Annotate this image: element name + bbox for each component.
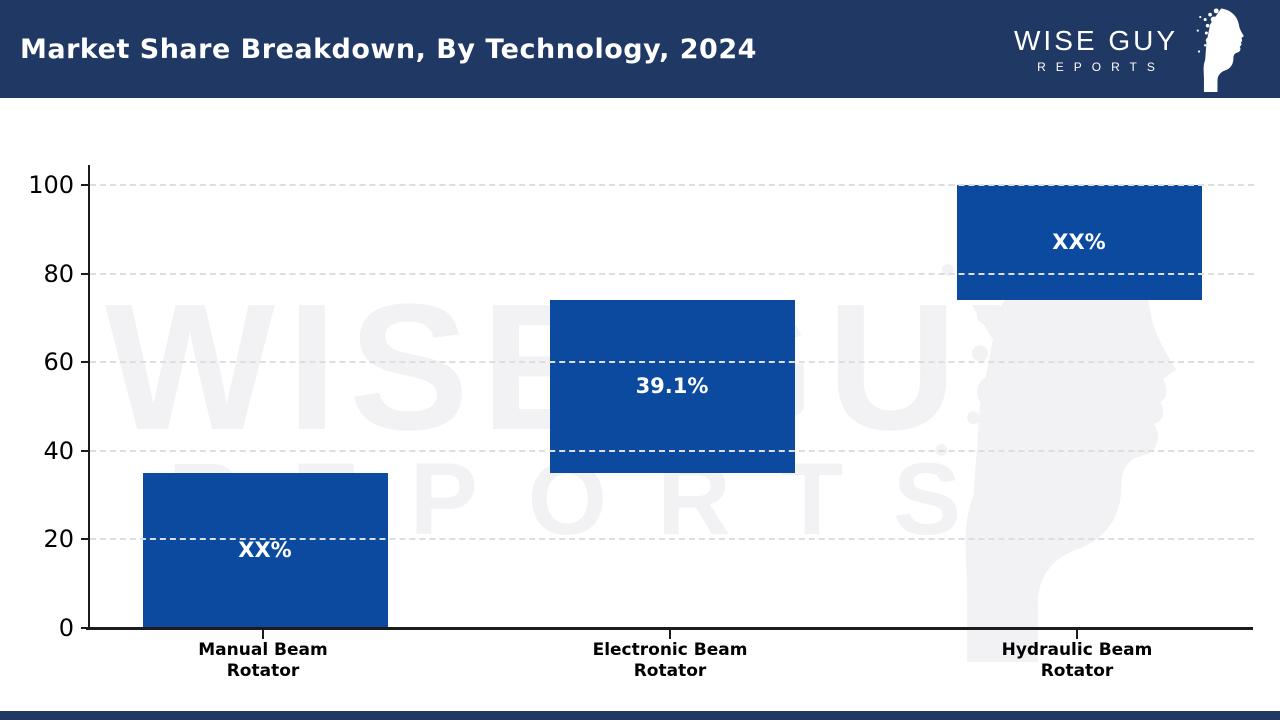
y-tick-mark-40: [81, 449, 89, 452]
y-tick-label-80: 80: [43, 259, 74, 288]
header-bar: Market Share Breakdown, By Technology, 2…: [0, 0, 1280, 98]
footer-bar: [0, 711, 1280, 720]
gridline-100: [90, 183, 1254, 186]
logo-text: WISE GUY REPORTS: [1014, 25, 1178, 74]
x-category-label-line: Rotator: [226, 661, 300, 681]
y-tick-mark-80: [81, 272, 89, 275]
x-category-label-line: Electronic Beam: [592, 640, 748, 660]
wise-guy-reports-logo: WISE GUY REPORTS: [1014, 6, 1254, 92]
bar-value-label: 39.1%: [635, 374, 709, 399]
gridline-20: [90, 538, 1254, 541]
page-title: Market Share Breakdown, By Technology, 2…: [20, 33, 757, 65]
bar-manual-beam-rotator: XX%: [142, 472, 388, 628]
x-category-label-2: Hydraulic Beam Rotator: [917, 640, 1237, 682]
y-tick-mark-60: [81, 361, 89, 364]
gridline-40: [90, 449, 1254, 452]
y-tick-label-20: 20: [43, 525, 74, 554]
x-category-label-0: Manual Beam Rotator: [103, 640, 423, 682]
gridline-80: [90, 272, 1254, 275]
logo-reports-text: REPORTS: [1037, 59, 1165, 74]
x-category-label-line: Rotator: [1040, 661, 1114, 681]
bar-hydraulic-beam-rotator: XX%: [956, 184, 1202, 300]
x-category-label-line: Rotator: [633, 661, 707, 681]
y-tick-label-0: 0: [58, 614, 74, 642]
bar-value-label: XX%: [1052, 230, 1106, 255]
y-tick-mark-100: [81, 183, 89, 186]
y-tick-mark-0: [81, 627, 89, 629]
x-tick-mark-2: [1076, 630, 1078, 639]
x-axis-line: [86, 627, 1253, 630]
x-tick-mark-1: [669, 630, 671, 639]
gridline-60: [90, 361, 1254, 364]
y-tick-label-100: 100: [28, 170, 74, 199]
logo-head-icon: [1196, 8, 1244, 92]
x-tick-mark-0: [262, 630, 264, 639]
logo-brand-text: WISE GUY: [1013, 24, 1178, 56]
bar-value-label: XX%: [238, 538, 292, 563]
plot-area: 0 20 40 60 80 100 XX% 39.1% XX%: [28, 165, 1255, 642]
x-category-label-line: Manual Beam: [198, 640, 328, 660]
x-category-label-1: Electronic Beam Rotator: [510, 640, 830, 682]
y-tick-label-40: 40: [43, 436, 74, 465]
x-category-label-line: Hydraulic Beam: [1001, 640, 1153, 660]
y-tick-label-60: 60: [43, 348, 74, 377]
bar-electronic-beam-rotator: 39.1%: [549, 299, 795, 473]
y-tick-mark-20: [81, 538, 89, 541]
